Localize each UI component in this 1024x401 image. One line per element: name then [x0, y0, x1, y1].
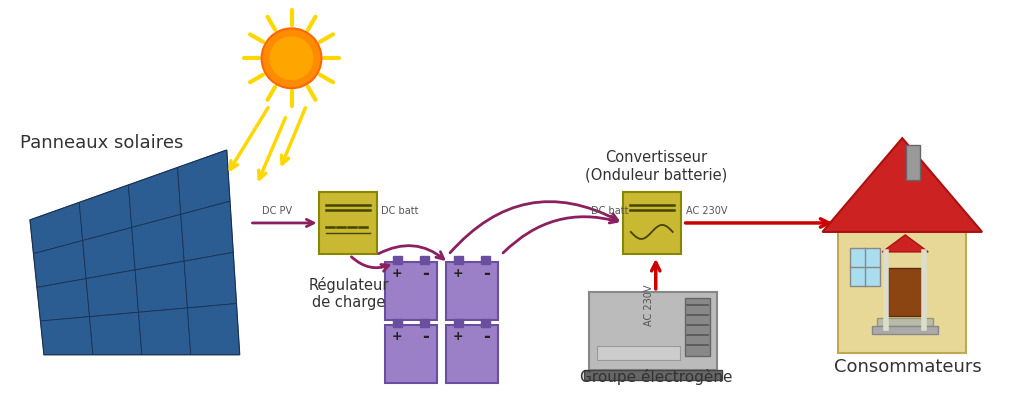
Text: Consommateurs: Consommateurs [835, 358, 982, 376]
FancyBboxPatch shape [420, 319, 429, 327]
Polygon shape [177, 150, 230, 215]
FancyBboxPatch shape [481, 319, 490, 327]
Polygon shape [30, 203, 83, 254]
FancyBboxPatch shape [584, 370, 722, 380]
FancyBboxPatch shape [623, 192, 681, 254]
Polygon shape [34, 241, 86, 288]
Polygon shape [89, 312, 142, 354]
FancyBboxPatch shape [446, 325, 498, 383]
Polygon shape [86, 270, 138, 317]
Polygon shape [822, 138, 982, 232]
FancyBboxPatch shape [888, 268, 923, 316]
Text: Groupe électrogène: Groupe électrogène [580, 369, 732, 385]
FancyBboxPatch shape [455, 319, 463, 327]
Polygon shape [138, 308, 190, 354]
Polygon shape [184, 252, 237, 308]
FancyBboxPatch shape [319, 192, 378, 254]
Text: +: + [392, 267, 402, 280]
FancyBboxPatch shape [393, 319, 402, 327]
Polygon shape [181, 201, 233, 261]
Text: Convertisseur
(Onduleur batterie): Convertisseur (Onduleur batterie) [585, 150, 727, 182]
Circle shape [261, 28, 322, 88]
Circle shape [269, 36, 313, 80]
Text: -: - [482, 328, 489, 346]
FancyBboxPatch shape [597, 346, 680, 360]
Text: +: + [453, 330, 464, 343]
Text: Régulateur
de charge: Régulateur de charge [308, 277, 389, 310]
Polygon shape [41, 317, 93, 354]
FancyBboxPatch shape [446, 262, 498, 320]
FancyBboxPatch shape [589, 292, 717, 370]
Text: -: - [422, 265, 429, 283]
Text: AC 230V: AC 230V [686, 206, 727, 216]
Polygon shape [187, 304, 240, 354]
Text: DC PV: DC PV [261, 206, 292, 216]
Polygon shape [37, 279, 89, 321]
Text: DC batt: DC batt [381, 206, 419, 216]
FancyBboxPatch shape [878, 318, 933, 326]
FancyBboxPatch shape [839, 228, 966, 353]
FancyBboxPatch shape [872, 326, 938, 334]
FancyBboxPatch shape [385, 262, 437, 320]
Polygon shape [135, 261, 187, 312]
Text: AC 230V: AC 230V [644, 285, 653, 326]
FancyBboxPatch shape [455, 256, 463, 264]
Text: +: + [392, 330, 402, 343]
Polygon shape [30, 150, 240, 354]
Polygon shape [883, 235, 928, 252]
Text: Panneaux solaires: Panneaux solaires [20, 134, 183, 152]
Text: DC batt: DC batt [591, 206, 629, 216]
Polygon shape [83, 227, 135, 279]
FancyBboxPatch shape [420, 256, 429, 264]
FancyBboxPatch shape [393, 256, 402, 264]
FancyBboxPatch shape [481, 256, 490, 264]
Polygon shape [132, 215, 184, 270]
Polygon shape [128, 168, 181, 227]
FancyBboxPatch shape [906, 145, 921, 180]
Text: -: - [482, 265, 489, 283]
FancyBboxPatch shape [385, 325, 437, 383]
FancyBboxPatch shape [685, 298, 710, 356]
Polygon shape [79, 185, 132, 241]
FancyBboxPatch shape [850, 248, 881, 286]
Text: -: - [422, 328, 429, 346]
Text: +: + [453, 267, 464, 280]
